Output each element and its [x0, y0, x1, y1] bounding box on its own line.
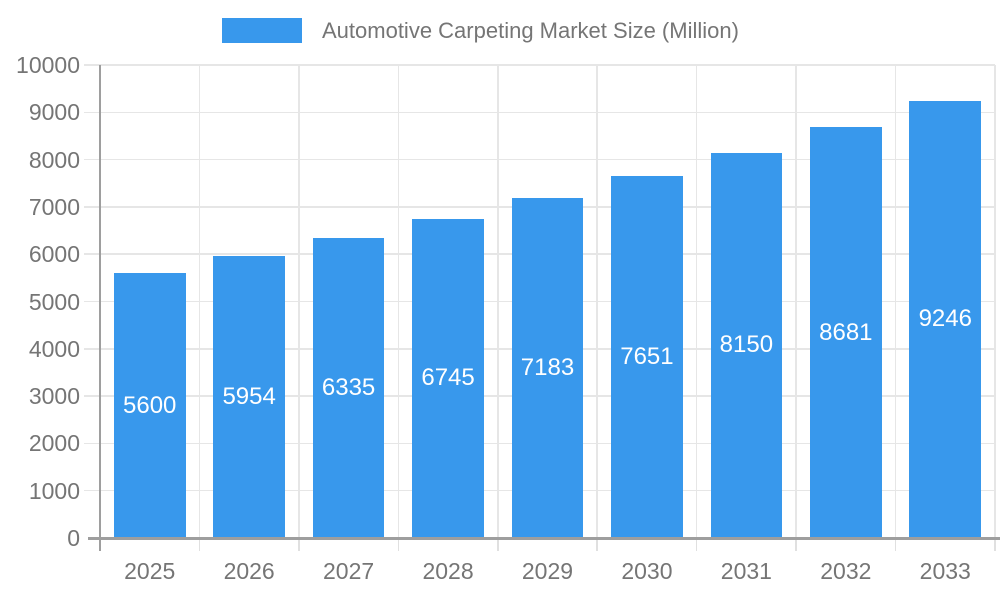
bar-value-label: 8681 [819, 318, 873, 346]
y-tick-label: 7000 [28, 193, 80, 220]
y-gridline [100, 158, 995, 161]
y-tick-label: 8000 [28, 146, 80, 173]
x-gridline [695, 65, 698, 538]
x-gridline [497, 65, 499, 538]
bar-value-label: 9246 [918, 305, 972, 333]
y-axis-line [99, 65, 101, 551]
bar [412, 218, 484, 538]
y-tick-label: 0 [67, 525, 80, 551]
bar [909, 100, 982, 538]
x-axis-tick [994, 538, 996, 551]
x-tick-label: 2025 [124, 558, 176, 584]
y-axis-tick [84, 442, 100, 445]
bar-value-label: 7651 [620, 343, 674, 371]
y-axis-tick [84, 348, 100, 350]
bar-value-label: 6335 [321, 374, 376, 402]
y-axis-tick [84, 489, 100, 492]
bar [312, 238, 385, 538]
x-tick-label: 2032 [820, 558, 872, 584]
x-gridline [795, 65, 797, 538]
bar [113, 273, 186, 538]
bar-value-label: 8150 [719, 331, 774, 359]
bar-value-label: 5954 [222, 383, 276, 411]
legend: Automotive Carpeting Market Size (Millio… [222, 18, 739, 43]
x-axis-tick [497, 538, 499, 551]
x-gridline [894, 65, 897, 538]
y-tick-label: 10000 [16, 52, 80, 78]
y-tick-label: 9000 [28, 99, 80, 126]
bar [810, 127, 882, 538]
x-tick-label: 2026 [223, 558, 275, 584]
x-axis-line [88, 536, 1000, 540]
y-tick-label: 6000 [28, 241, 80, 268]
x-gridline [994, 65, 996, 538]
x-axis-tick [695, 538, 698, 551]
y-gridline [100, 64, 995, 66]
x-gridline [397, 65, 400, 538]
x-tick-label: 2029 [521, 558, 574, 584]
x-gridline [298, 65, 300, 538]
x-gridline [198, 65, 201, 538]
y-tick-label: 4000 [28, 335, 80, 362]
bar [611, 176, 683, 538]
plot-area: 0 1000 2000 3000 4000 5000 6000 7000 8000 9000 100… [16, 52, 1000, 584]
x-gridline [596, 65, 598, 538]
y-axis-tick [84, 300, 100, 303]
y-axis-tick [84, 64, 100, 66]
bar [213, 256, 285, 538]
y-tick-label: 2000 [28, 430, 80, 457]
y-axis-tick [84, 253, 100, 255]
y-tick-label: 1000 [28, 477, 80, 504]
x-tick-label: 2031 [720, 558, 772, 584]
y-axis-tick [84, 158, 100, 161]
bar [710, 152, 783, 538]
y-axis-tick [84, 206, 100, 208]
bar [511, 198, 584, 538]
x-axis-tick [596, 538, 598, 551]
x-axis-tick [198, 538, 201, 551]
x-tick-label: 2028 [422, 558, 474, 584]
x-axis-tick [894, 538, 897, 551]
bar-value-label: 6745 [421, 364, 475, 392]
x-axis-tick [397, 538, 400, 551]
bar-value-label: 7183 [520, 354, 575, 382]
x-axis-tick [795, 538, 797, 551]
y-tick-label: 5000 [28, 288, 80, 315]
bar-value-label: 5600 [123, 391, 177, 419]
x-tick-label: 2027 [323, 558, 375, 584]
y-axis-tick [84, 111, 100, 114]
y-gridline [100, 111, 995, 114]
x-tick-label: 2033 [919, 558, 971, 584]
y-tick-label: 3000 [28, 383, 80, 410]
x-tick-label: 2030 [621, 558, 673, 584]
y-axis-tick [84, 395, 100, 397]
legend-label: Automotive Carpeting Market Size (Millio… [322, 18, 739, 43]
x-axis-tick [298, 538, 300, 551]
legend-swatch [222, 18, 302, 43]
